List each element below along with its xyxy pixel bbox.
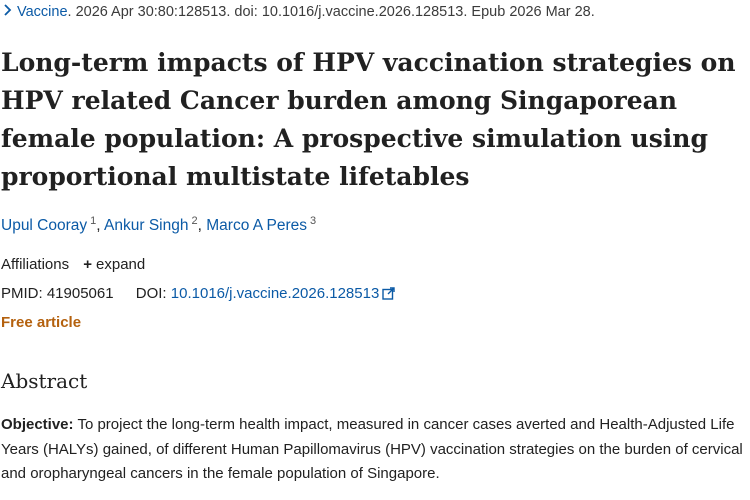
pmid-value: 41905061 (46, 285, 114, 302)
affiliations-row: Affiliations + expand (1, 256, 145, 273)
doi-value: 10.1016/j.vaccine.2026.128513 (170, 285, 380, 302)
plus-icon: + (83, 256, 93, 273)
author-separator: , (197, 217, 207, 234)
chevron-right-icon (3, 4, 17, 20)
free-article-badge[interactable]: Free article (1, 314, 82, 331)
author-separator: , (96, 217, 105, 234)
identifiers-row: PMID: 41905061 DOI: 10.1016/j.vaccine.20… (1, 285, 395, 304)
author-link[interactable]: Ankur Singh (104, 217, 189, 234)
author-affiliation-ref[interactable]: 1 (90, 215, 97, 227)
objective-label: Objective: (1, 416, 74, 433)
affiliations-label: Affiliations (1, 256, 70, 273)
pmid-label: PMID: (1, 285, 43, 302)
doi-link[interactable]: 10.1016/j.vaccine.2026.128513 (171, 285, 396, 302)
author-list: Upul Cooray 1, Ankur Singh 2, Marco A Pere… (1, 215, 316, 235)
citation-details: . 2026 Apr 30:80:128513. doi: 10.1016/j.… (67, 4, 595, 20)
journal-link[interactable]: Vaccine (17, 4, 68, 20)
affiliations-expand-button[interactable]: + expand (83, 256, 145, 273)
author-link[interactable]: Upul Cooray (1, 217, 88, 234)
doi-label: DOI: (135, 285, 167, 302)
expand-label: expand (96, 256, 146, 273)
external-link-icon (382, 287, 395, 304)
abstract-heading: Abstract (1, 369, 88, 393)
abstract-objective: Objective: To project the long-term heal… (1, 413, 747, 487)
author-affiliation-ref[interactable]: 2 (191, 215, 198, 227)
objective-text: To project the long-term health impact, … (1, 416, 743, 482)
article-title: Long-term impacts of HPV vaccination str… (1, 48, 736, 191)
author-link[interactable]: Marco A Peres (206, 217, 308, 234)
citation-line: Vaccine. 2026 Apr 30:80:128513. doi: 10.… (3, 4, 595, 20)
author-affiliation-ref[interactable]: 3 (310, 215, 317, 227)
